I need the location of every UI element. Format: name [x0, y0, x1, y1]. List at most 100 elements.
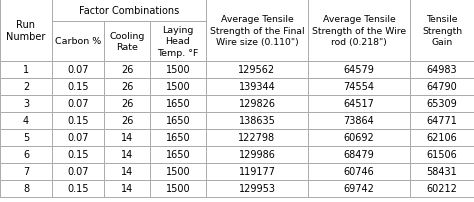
Text: 26: 26 — [121, 116, 133, 126]
Text: 26: 26 — [121, 82, 133, 92]
Text: 3: 3 — [23, 99, 29, 109]
Bar — [206, 113, 308, 129]
Bar — [0, 96, 52, 113]
Bar — [104, 22, 150, 62]
Text: 122798: 122798 — [238, 133, 275, 143]
Bar — [206, 96, 308, 113]
Bar — [0, 180, 52, 197]
Text: Tensile
Strength
Gain: Tensile Strength Gain — [422, 15, 462, 46]
Bar — [104, 163, 150, 180]
Text: 26: 26 — [121, 99, 133, 109]
Bar — [52, 0, 206, 22]
Bar — [104, 96, 150, 113]
Bar — [206, 146, 308, 163]
Bar — [308, 129, 410, 146]
Bar — [150, 96, 206, 113]
Text: 64790: 64790 — [427, 82, 457, 92]
Text: Laying
Head
Temp. °F: Laying Head Temp. °F — [157, 26, 199, 57]
Bar — [206, 180, 308, 197]
Bar — [206, 79, 308, 96]
Text: 1650: 1650 — [166, 116, 191, 126]
Bar — [52, 22, 104, 62]
Text: Average Tensile
Strength of the Final
Wire size (0.110"): Average Tensile Strength of the Final Wi… — [210, 15, 304, 46]
Bar — [206, 0, 308, 62]
Text: 61506: 61506 — [427, 150, 457, 160]
Text: 1650: 1650 — [166, 133, 191, 143]
Text: Carbon %: Carbon % — [55, 37, 101, 46]
Text: 26: 26 — [121, 65, 133, 75]
Bar — [104, 146, 150, 163]
Text: 0.07: 0.07 — [67, 133, 89, 143]
Text: 73864: 73864 — [344, 116, 374, 126]
Bar — [308, 113, 410, 129]
Text: 0.15: 0.15 — [67, 150, 89, 160]
Bar — [308, 180, 410, 197]
Bar — [150, 146, 206, 163]
Text: 129986: 129986 — [238, 150, 275, 160]
Text: 14: 14 — [121, 167, 133, 177]
Bar — [150, 113, 206, 129]
Bar — [410, 146, 474, 163]
Text: Run
Number: Run Number — [6, 20, 46, 42]
Bar — [150, 22, 206, 62]
Text: 0.15: 0.15 — [67, 82, 89, 92]
Bar — [52, 180, 104, 197]
Text: 1500: 1500 — [166, 167, 191, 177]
Text: 1650: 1650 — [166, 150, 191, 160]
Text: 1: 1 — [23, 65, 29, 75]
Text: 2: 2 — [23, 82, 29, 92]
Bar — [0, 129, 52, 146]
Bar — [0, 79, 52, 96]
Bar — [410, 129, 474, 146]
Text: 14: 14 — [121, 133, 133, 143]
Bar — [0, 0, 52, 62]
Bar — [410, 163, 474, 180]
Text: 0.15: 0.15 — [67, 184, 89, 194]
Text: 4: 4 — [23, 116, 29, 126]
Text: 0.07: 0.07 — [67, 167, 89, 177]
Bar — [150, 129, 206, 146]
Text: 64983: 64983 — [427, 65, 457, 75]
Text: 69742: 69742 — [344, 184, 374, 194]
Text: 7: 7 — [23, 167, 29, 177]
Text: 60212: 60212 — [427, 184, 457, 194]
Bar — [410, 0, 474, 62]
Text: 14: 14 — [121, 184, 133, 194]
Text: 60746: 60746 — [344, 167, 374, 177]
Text: Average Tensile
Strength of the Wire
rod (0.218"): Average Tensile Strength of the Wire rod… — [312, 15, 406, 46]
Bar — [0, 62, 52, 79]
Bar — [150, 79, 206, 96]
Bar — [206, 62, 308, 79]
Bar — [206, 163, 308, 180]
Bar — [0, 163, 52, 180]
Text: 64771: 64771 — [427, 116, 457, 126]
Bar — [104, 180, 150, 197]
Bar — [206, 129, 308, 146]
Bar — [150, 163, 206, 180]
Bar — [410, 62, 474, 79]
Bar — [52, 146, 104, 163]
Bar — [150, 180, 206, 197]
Bar — [52, 113, 104, 129]
Bar — [52, 79, 104, 96]
Bar — [150, 62, 206, 79]
Text: 129953: 129953 — [238, 184, 275, 194]
Bar — [308, 146, 410, 163]
Bar — [104, 113, 150, 129]
Bar — [308, 79, 410, 96]
Bar — [410, 79, 474, 96]
Bar — [104, 129, 150, 146]
Bar — [410, 180, 474, 197]
Text: 74554: 74554 — [344, 82, 374, 92]
Bar — [52, 96, 104, 113]
Text: 8: 8 — [23, 184, 29, 194]
Text: 1500: 1500 — [166, 65, 191, 75]
Text: 138635: 138635 — [238, 116, 275, 126]
Bar — [410, 113, 474, 129]
Bar — [308, 62, 410, 79]
Bar — [410, 96, 474, 113]
Text: 1500: 1500 — [166, 82, 191, 92]
Text: Cooling
Rate: Cooling Rate — [109, 32, 145, 52]
Bar — [308, 0, 410, 62]
Bar — [52, 62, 104, 79]
